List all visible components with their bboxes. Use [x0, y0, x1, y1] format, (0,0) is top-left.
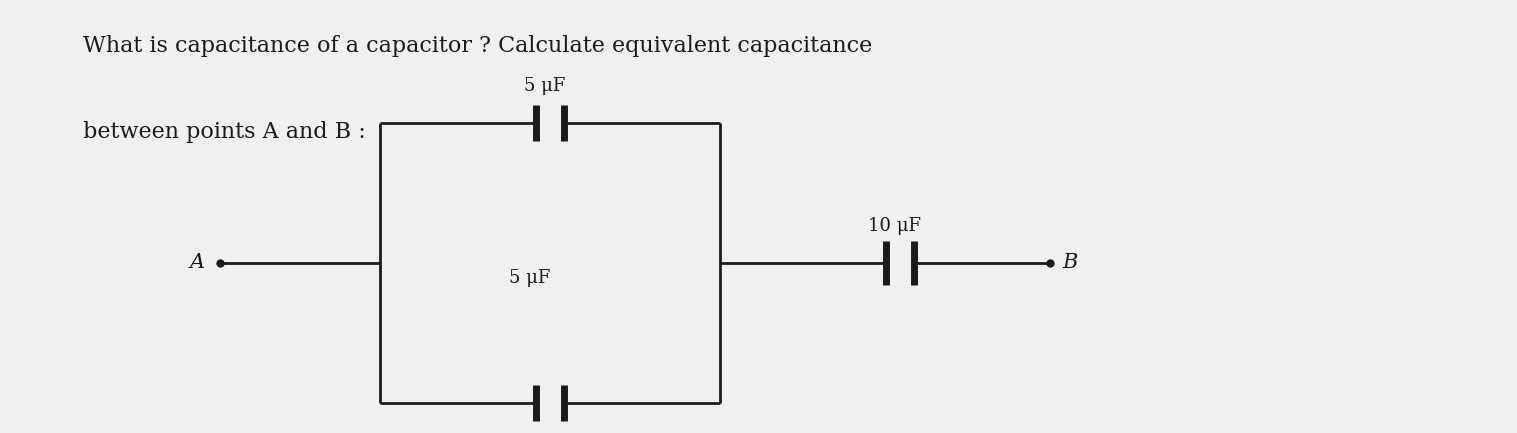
- Text: What is capacitance of a capacitor ? Calculate equivalent capacitance: What is capacitance of a capacitor ? Cal…: [83, 35, 872, 57]
- Text: 10 μF: 10 μF: [869, 217, 921, 235]
- Text: 5 μF: 5 μF: [510, 269, 551, 287]
- Text: 5 μF: 5 μF: [525, 77, 566, 95]
- Text: B: B: [1062, 253, 1077, 272]
- Text: between points A and B :: between points A and B :: [83, 121, 366, 143]
- Text: A: A: [190, 253, 205, 272]
